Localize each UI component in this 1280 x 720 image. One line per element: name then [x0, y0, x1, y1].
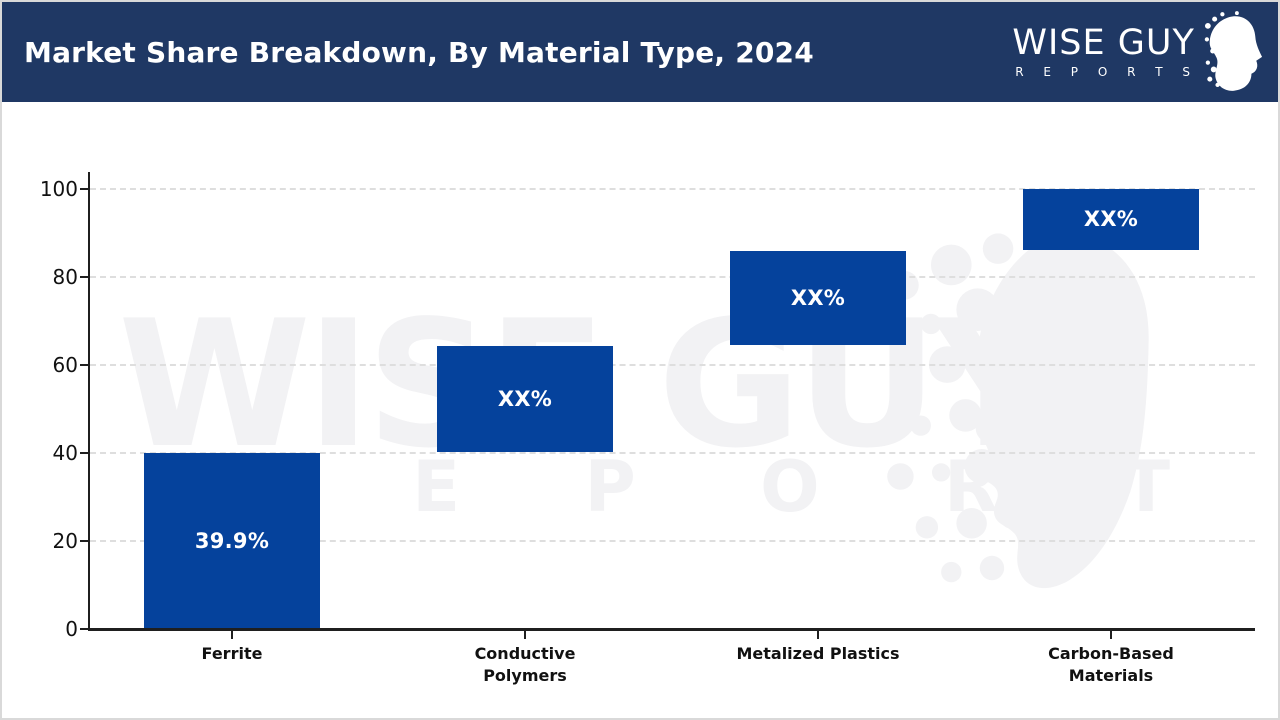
- y-axis-tick-label: 60: [52, 353, 78, 377]
- bar-value-label-ferrite: 39.9%: [194, 529, 270, 554]
- chart-title: Market Share Breakdown, By Material Type…: [24, 35, 814, 69]
- bar-ferrite: 39.9%: [144, 453, 320, 629]
- plot: 0 20 40 60 80 100 39.9% Ferrite XX% Conductive Pol…: [2, 102, 1278, 718]
- x-axis-category-label-line: Polymers: [483, 666, 567, 686]
- x-axis-tick: [524, 631, 526, 639]
- x-axis-tick: [231, 631, 233, 639]
- wiseguy-logo: WISE GUY R E P O R T S: [1009, 11, 1264, 93]
- x-axis-category-label-line: Conductive: [474, 644, 576, 663]
- y-axis-tick-label: 0: [65, 617, 78, 641]
- y-axis-tick-label: 100: [39, 177, 78, 201]
- x-axis-category-label-carbon-based-materials: Carbon-Based Materials: [991, 643, 1231, 687]
- x-axis-category-label-conductive-polymers: Conductive Polymers: [405, 643, 645, 687]
- watermark-head-icon: [887, 229, 1149, 589]
- y-axis-tick: [80, 276, 90, 278]
- x-axis-category-label-line: Metalized Plastics: [736, 644, 900, 663]
- gridline-40: [90, 452, 1255, 454]
- y-axis-tick-label: 80: [52, 265, 78, 289]
- y-axis-tick: [80, 188, 90, 190]
- x-axis-category-label-line: Materials: [1068, 666, 1154, 686]
- x-axis-tick: [1110, 631, 1112, 639]
- gridline-20: [90, 540, 1255, 542]
- y-axis-tick-label: 20: [52, 529, 78, 553]
- y-axis-tick: [80, 452, 90, 454]
- bar-value-label-carbon-based-materials: XX%: [1083, 207, 1139, 232]
- bar-metalized-plastics: XX%: [730, 250, 906, 346]
- x-axis-category-label-line: Carbon-Based: [1048, 644, 1174, 663]
- x-axis-category-label-line: Ferrite: [201, 644, 263, 663]
- x-axis-category-label-metalized-plastics: Metalized Plastics: [698, 643, 938, 665]
- bar-value-label-metalized-plastics: XX%: [790, 285, 846, 310]
- logo-wordmark: WISE GUY: [1012, 22, 1195, 63]
- y-axis-tick: [80, 364, 90, 366]
- x-axis-tick: [817, 631, 819, 639]
- header-bar: Market Share Breakdown, By Material Type…: [2, 2, 1278, 102]
- bar-conductive-polymers: XX%: [437, 346, 613, 453]
- gridline-60: [90, 364, 1255, 366]
- wiseguy-head-icon: [1204, 11, 1263, 91]
- y-axis-tick: [80, 628, 90, 630]
- y-axis-tick-label: 40: [52, 441, 78, 465]
- logo-text: WISE GUY R E P O R T S: [1009, 22, 1198, 79]
- y-axis-tick: [80, 540, 90, 542]
- logo-subtitle: R E P O R T S: [1015, 64, 1198, 79]
- bar-carbon-based-materials: XX%: [1023, 189, 1199, 250]
- bar-value-label-conductive-polymers: XX%: [497, 387, 553, 412]
- chart-area: WISE GUY R E P O R T S 0 20 40 60 80 100 39.9%…: [2, 102, 1278, 718]
- gridline-100: [90, 188, 1255, 190]
- x-axis-line: [88, 628, 1255, 631]
- gridline-80: [90, 276, 1255, 278]
- y-axis-line: [88, 172, 90, 631]
- x-axis-category-label-ferrite: Ferrite: [112, 643, 352, 665]
